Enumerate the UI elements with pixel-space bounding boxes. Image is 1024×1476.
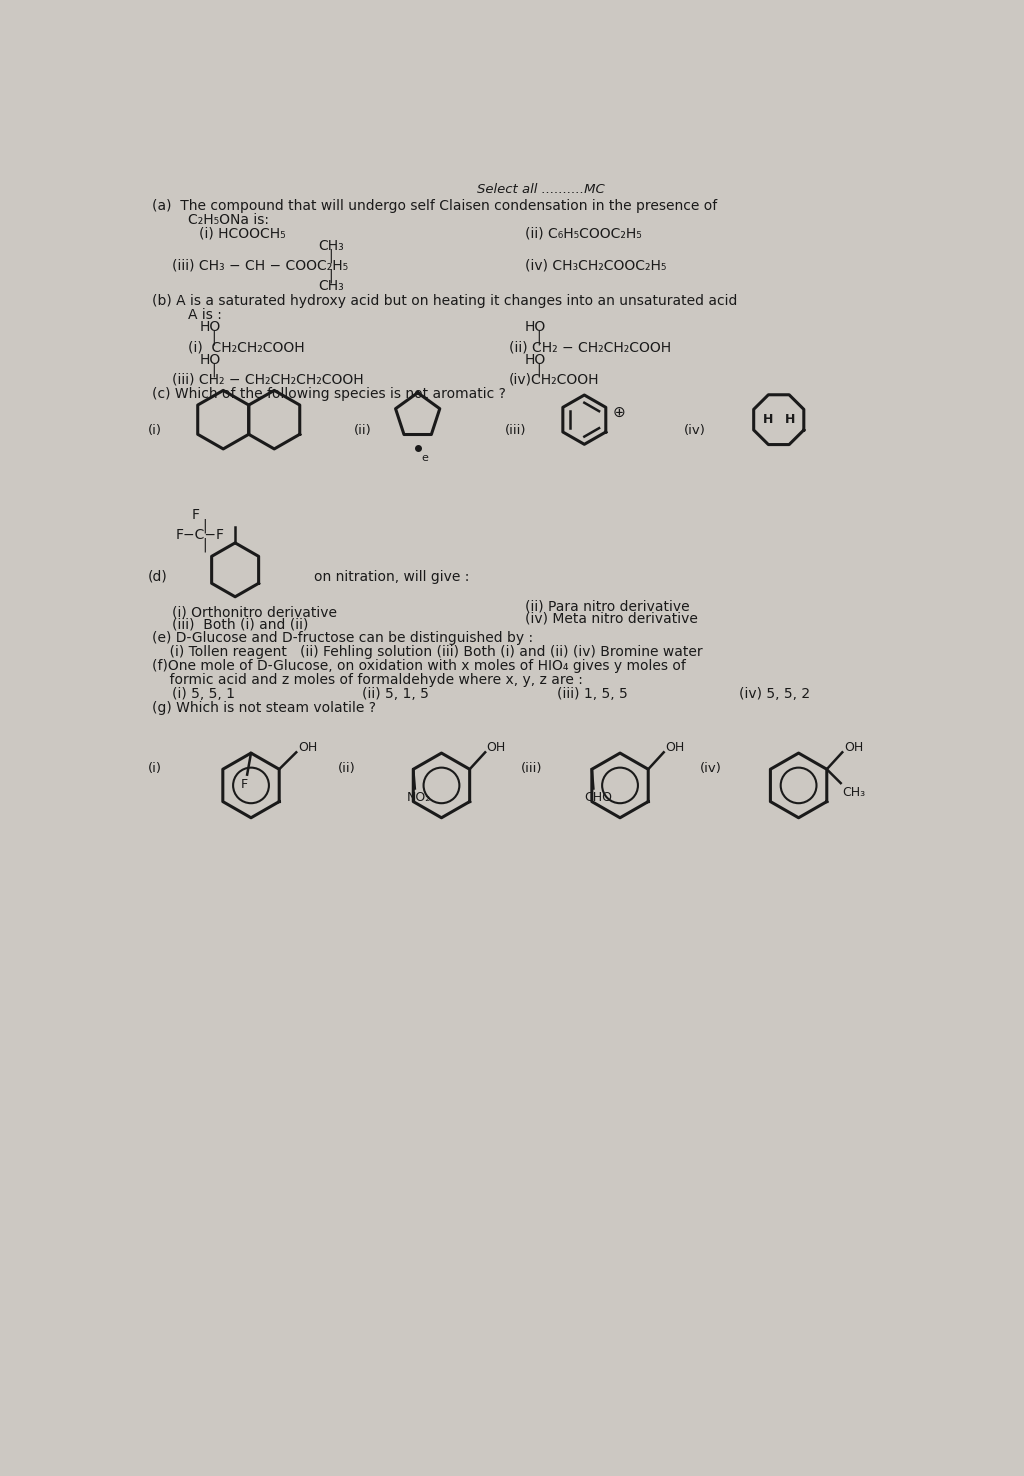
Text: |: | (202, 537, 207, 552)
Text: (i): (i) (147, 762, 162, 775)
Text: (iii) CH₃ − CH − COOC₂H₅: (iii) CH₃ − CH − COOC₂H₅ (172, 258, 348, 273)
Text: (iii)  Both (i) and (ii): (iii) Both (i) and (ii) (172, 617, 308, 632)
Text: (ii): (ii) (338, 762, 356, 775)
Text: (iii) CH₂ − CH₂CH₂CH₂COOH: (iii) CH₂ − CH₂CH₂CH₂COOH (172, 373, 364, 387)
Text: (ii) 5, 1, 5: (ii) 5, 1, 5 (362, 686, 429, 701)
Text: (i)  CH₂CH₂COOH: (i) CH₂CH₂COOH (187, 341, 304, 354)
Text: (f)One mole of D-Glucose, on oxidation with x moles of HIO₄ gives y moles of: (f)One mole of D-Glucose, on oxidation w… (152, 660, 686, 673)
Text: (b) A is a saturated hydroxy acid but on heating it changes into an unsaturated : (b) A is a saturated hydroxy acid but on… (152, 294, 737, 308)
Text: ⊕: ⊕ (613, 404, 626, 419)
Text: |: | (211, 363, 216, 378)
Text: (iii) 1, 5, 5: (iii) 1, 5, 5 (557, 686, 628, 701)
Text: OH: OH (298, 741, 317, 754)
Text: CHO: CHO (584, 791, 612, 804)
Text: (iv)CH₂COOH: (iv)CH₂COOH (509, 373, 599, 387)
Text: (iv) 5, 5, 2: (iv) 5, 5, 2 (739, 686, 810, 701)
Text: (i): (i) (147, 424, 162, 437)
Text: (ii) C₆H₅COOC₂H₅: (ii) C₆H₅COOC₂H₅ (524, 226, 642, 241)
Text: OH: OH (486, 741, 506, 754)
Text: F−C−F: F−C−F (176, 528, 224, 542)
Text: e: e (422, 453, 428, 463)
Text: |: | (537, 363, 542, 378)
Text: (ii) Para nitro derivative: (ii) Para nitro derivative (524, 599, 689, 613)
Text: on nitration, will give :: on nitration, will give : (314, 570, 470, 584)
Text: CH₃: CH₃ (843, 787, 865, 799)
Text: |: | (202, 518, 207, 533)
Text: HO: HO (200, 320, 221, 335)
Text: (iii): (iii) (521, 762, 543, 775)
Text: |: | (537, 331, 542, 345)
Text: HO: HO (524, 320, 546, 335)
Text: (e) D-Glucose and D-fructose can be distinguished by :: (e) D-Glucose and D-fructose can be dist… (152, 632, 532, 645)
Text: OH: OH (844, 741, 863, 754)
Text: (iii): (iii) (505, 424, 526, 437)
Text: H: H (763, 413, 773, 427)
Text: |: | (328, 269, 333, 283)
Text: (iv): (iv) (699, 762, 721, 775)
Text: (i) HCOOCH₅: (i) HCOOCH₅ (200, 226, 286, 241)
Text: (iv) CH₃CH₂COOC₂H₅: (iv) CH₃CH₂COOC₂H₅ (524, 258, 667, 273)
Text: (ii): (ii) (354, 424, 372, 437)
Text: CH₃: CH₃ (318, 239, 344, 252)
Text: OH: OH (666, 741, 684, 754)
Text: (i) Tollen reagent   (ii) Fehling solution (iii) Both (i) and (ii) (iv) Bromine : (i) Tollen reagent (ii) Fehling solution… (152, 645, 702, 660)
Text: (g) Which is not steam volatile ?: (g) Which is not steam volatile ? (152, 701, 376, 714)
Text: |: | (211, 331, 216, 345)
Text: (i) 5, 5, 1: (i) 5, 5, 1 (172, 686, 234, 701)
Text: (ii) CH₂ − CH₂CH₂COOH: (ii) CH₂ − CH₂CH₂COOH (509, 341, 671, 354)
Text: (i) Orthonitro derivative: (i) Orthonitro derivative (172, 605, 337, 620)
Text: (iv) Meta nitro derivative: (iv) Meta nitro derivative (524, 611, 697, 626)
Text: F: F (242, 778, 249, 791)
Text: F: F (191, 508, 200, 523)
Text: HO: HO (524, 353, 546, 366)
Text: C₂H₅ONa is:: C₂H₅ONa is: (187, 213, 268, 226)
Text: Select all ..........MC: Select all ..........MC (477, 183, 604, 196)
Text: |: | (328, 249, 333, 263)
Text: H: H (784, 413, 795, 427)
Text: A is :: A is : (187, 308, 221, 322)
Text: formic acid and z moles of formaldehyde where x, y, z are :: formic acid and z moles of formaldehyde … (152, 673, 583, 686)
Text: CH₃: CH₃ (318, 279, 344, 292)
Text: (iv): (iv) (684, 424, 706, 437)
Text: HO: HO (200, 353, 221, 366)
Text: NO₂: NO₂ (408, 791, 431, 804)
Text: (d): (d) (147, 570, 168, 584)
Text: (c) Which of the following species is not aromatic ?: (c) Which of the following species is no… (152, 387, 506, 400)
Text: (a)  The compound that will undergo self Claisen condensation in the presence of: (a) The compound that will undergo self … (152, 199, 717, 213)
